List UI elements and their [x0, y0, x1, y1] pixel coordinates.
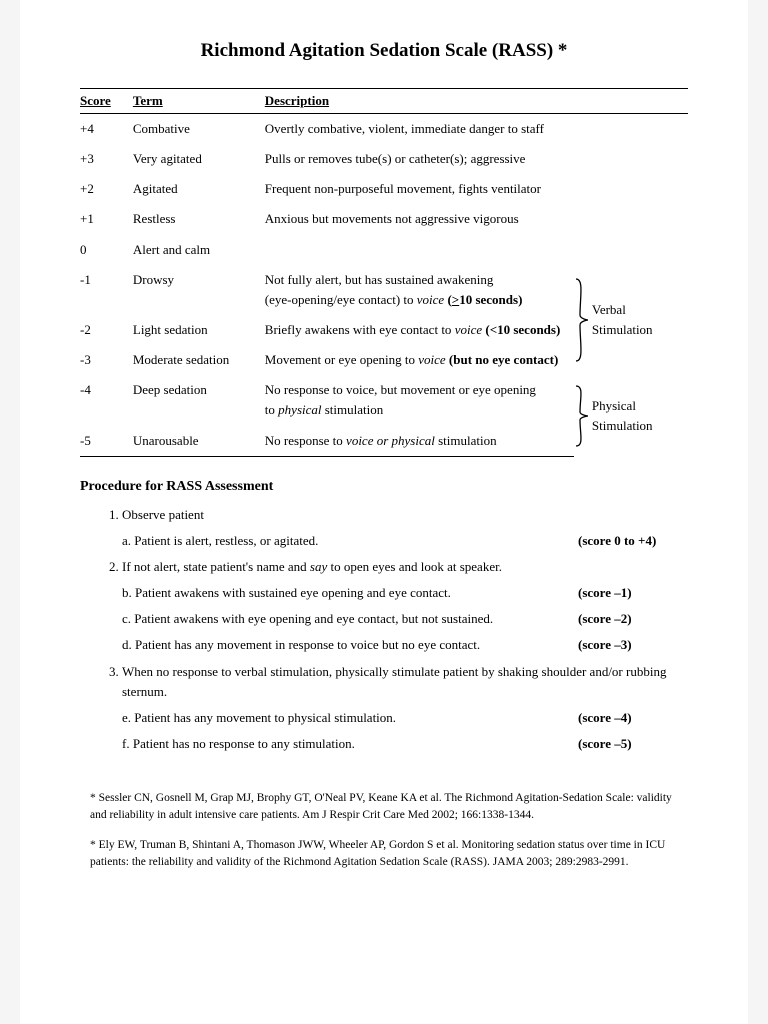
- substep-text: b. Patient awakens with sustained eye op…: [122, 583, 578, 603]
- procedure-heading: Procedure for RASS Assessment: [80, 479, 688, 495]
- table-row: +3 Very agitated Pulls or removes tube(s…: [80, 144, 688, 174]
- brace-physical: [574, 375, 592, 456]
- step-text: Observe patient: [122, 507, 204, 522]
- procedure-substep: e. Patient has any movement to physical …: [122, 708, 688, 728]
- cell-term: Very agitated: [133, 144, 265, 174]
- substep-score: (score –5): [578, 734, 688, 754]
- table-row: -4 Deep sedation No response to voice, b…: [80, 375, 688, 425]
- procedure-substep: d. Patient has any movement in response …: [122, 635, 688, 655]
- brace-icon: [574, 384, 588, 448]
- cell-desc: [265, 235, 574, 265]
- cell-score: -5: [80, 426, 133, 457]
- cell-desc: Frequent non-purposeful movement, fights…: [265, 174, 574, 204]
- cell-term: Alert and calm: [133, 235, 265, 265]
- procedure-step: When no response to verbal stimulation, …: [122, 662, 688, 755]
- substep-score: (score –4): [578, 708, 688, 728]
- substep-score: (score –1): [578, 583, 688, 603]
- procedure-substep: a. Patient is alert, restless, or agitat…: [122, 531, 688, 551]
- cell-term: Agitated: [133, 174, 265, 204]
- cell-desc: Not fully alert, but has sustained awake…: [265, 265, 574, 315]
- stim-label-physical: Physical Stimulation: [592, 375, 688, 456]
- procedure-list: Observe patient a. Patient is alert, res…: [80, 505, 688, 754]
- cell-score: 0: [80, 235, 133, 265]
- col-header-brace: [574, 89, 592, 114]
- col-header-description: Description: [265, 89, 574, 114]
- page-title: Richmond Agitation Sedation Scale (RASS)…: [80, 40, 688, 62]
- cell-term: Unarousable: [133, 426, 265, 457]
- col-header-stim: [592, 89, 688, 114]
- procedure-substep: f. Patient has no response to any stimul…: [122, 734, 688, 754]
- cell-term: Combative: [133, 114, 265, 145]
- cell-score: +4: [80, 114, 133, 145]
- references: * Sessler CN, Gosnell M, Grap MJ, Brophy…: [80, 790, 688, 871]
- cell-desc: Movement or eye opening to voice (but no…: [265, 345, 574, 375]
- reference-item: * Sessler CN, Gosnell M, Grap MJ, Brophy…: [90, 790, 678, 823]
- substep-text: c. Patient awakens with eye opening and …: [122, 609, 578, 629]
- col-header-score: Score: [80, 89, 133, 114]
- rass-table-body: +4 Combative Overtly combative, violent,…: [80, 114, 688, 457]
- procedure-step: Observe patient a. Patient is alert, res…: [122, 505, 688, 551]
- table-row: +4 Combative Overtly combative, violent,…: [80, 114, 688, 145]
- reference-item: * Ely EW, Truman B, Shintani A, Thomason…: [90, 837, 678, 870]
- table-header-row: Score Term Description: [80, 89, 688, 114]
- cell-score: +2: [80, 174, 133, 204]
- cell-term: Drowsy: [133, 265, 265, 315]
- table-row: +2 Agitated Frequent non-purposeful move…: [80, 174, 688, 204]
- cell-term: Deep sedation: [133, 375, 265, 425]
- stim-label-verbal: Verbal Stimulation: [592, 265, 688, 376]
- cell-score: -4: [80, 375, 133, 425]
- procedure-substep: b. Patient awakens with sustained eye op…: [122, 583, 688, 603]
- table-row: 0 Alert and calm: [80, 235, 688, 265]
- table-row: -1 Drowsy Not fully alert, but has susta…: [80, 265, 688, 315]
- cell-desc: Pulls or removes tube(s) or catheter(s);…: [265, 144, 574, 174]
- table-row: +1 Restless Anxious but movements not ag…: [80, 204, 688, 234]
- cell-term: Moderate sedation: [133, 345, 265, 375]
- brace-verbal: [574, 265, 592, 376]
- cell-score: -3: [80, 345, 133, 375]
- substep-score: (score 0 to +4): [578, 531, 688, 551]
- page: Richmond Agitation Sedation Scale (RASS)…: [20, 0, 748, 1024]
- substep-score: (score –3): [578, 635, 688, 655]
- cell-score: -1: [80, 265, 133, 315]
- substep-text: a. Patient is alert, restless, or agitat…: [122, 531, 578, 551]
- procedure-step: If not alert, state patient's name and s…: [122, 557, 688, 656]
- substep-text: d. Patient has any movement in response …: [122, 635, 578, 655]
- cell-desc: Anxious but movements not aggressive vig…: [265, 204, 574, 234]
- step-text: If not alert, state patient's name and s…: [122, 559, 502, 574]
- step-text: When no response to verbal stimulation, …: [122, 664, 666, 699]
- cell-desc: Overtly combative, violent, immediate da…: [265, 114, 574, 145]
- cell-score: +3: [80, 144, 133, 174]
- substep-text: e. Patient has any movement to physical …: [122, 708, 578, 728]
- brace-icon: [574, 277, 588, 363]
- cell-desc: No response to voice, but movement or ey…: [265, 375, 574, 425]
- cell-desc: Briefly awakens with eye contact to voic…: [265, 315, 574, 345]
- cell-term: Light sedation: [133, 315, 265, 345]
- cell-desc: No response to voice or physical stimula…: [265, 426, 574, 457]
- substep-text: f. Patient has no response to any stimul…: [122, 734, 578, 754]
- substep-score: (score –2): [578, 609, 688, 629]
- procedure-substep: c. Patient awakens with eye opening and …: [122, 609, 688, 629]
- cell-score: -2: [80, 315, 133, 345]
- rass-table: Score Term Description +4 Combative Over…: [80, 88, 688, 457]
- col-header-term: Term: [133, 89, 265, 114]
- cell-term: Restless: [133, 204, 265, 234]
- cell-score: +1: [80, 204, 133, 234]
